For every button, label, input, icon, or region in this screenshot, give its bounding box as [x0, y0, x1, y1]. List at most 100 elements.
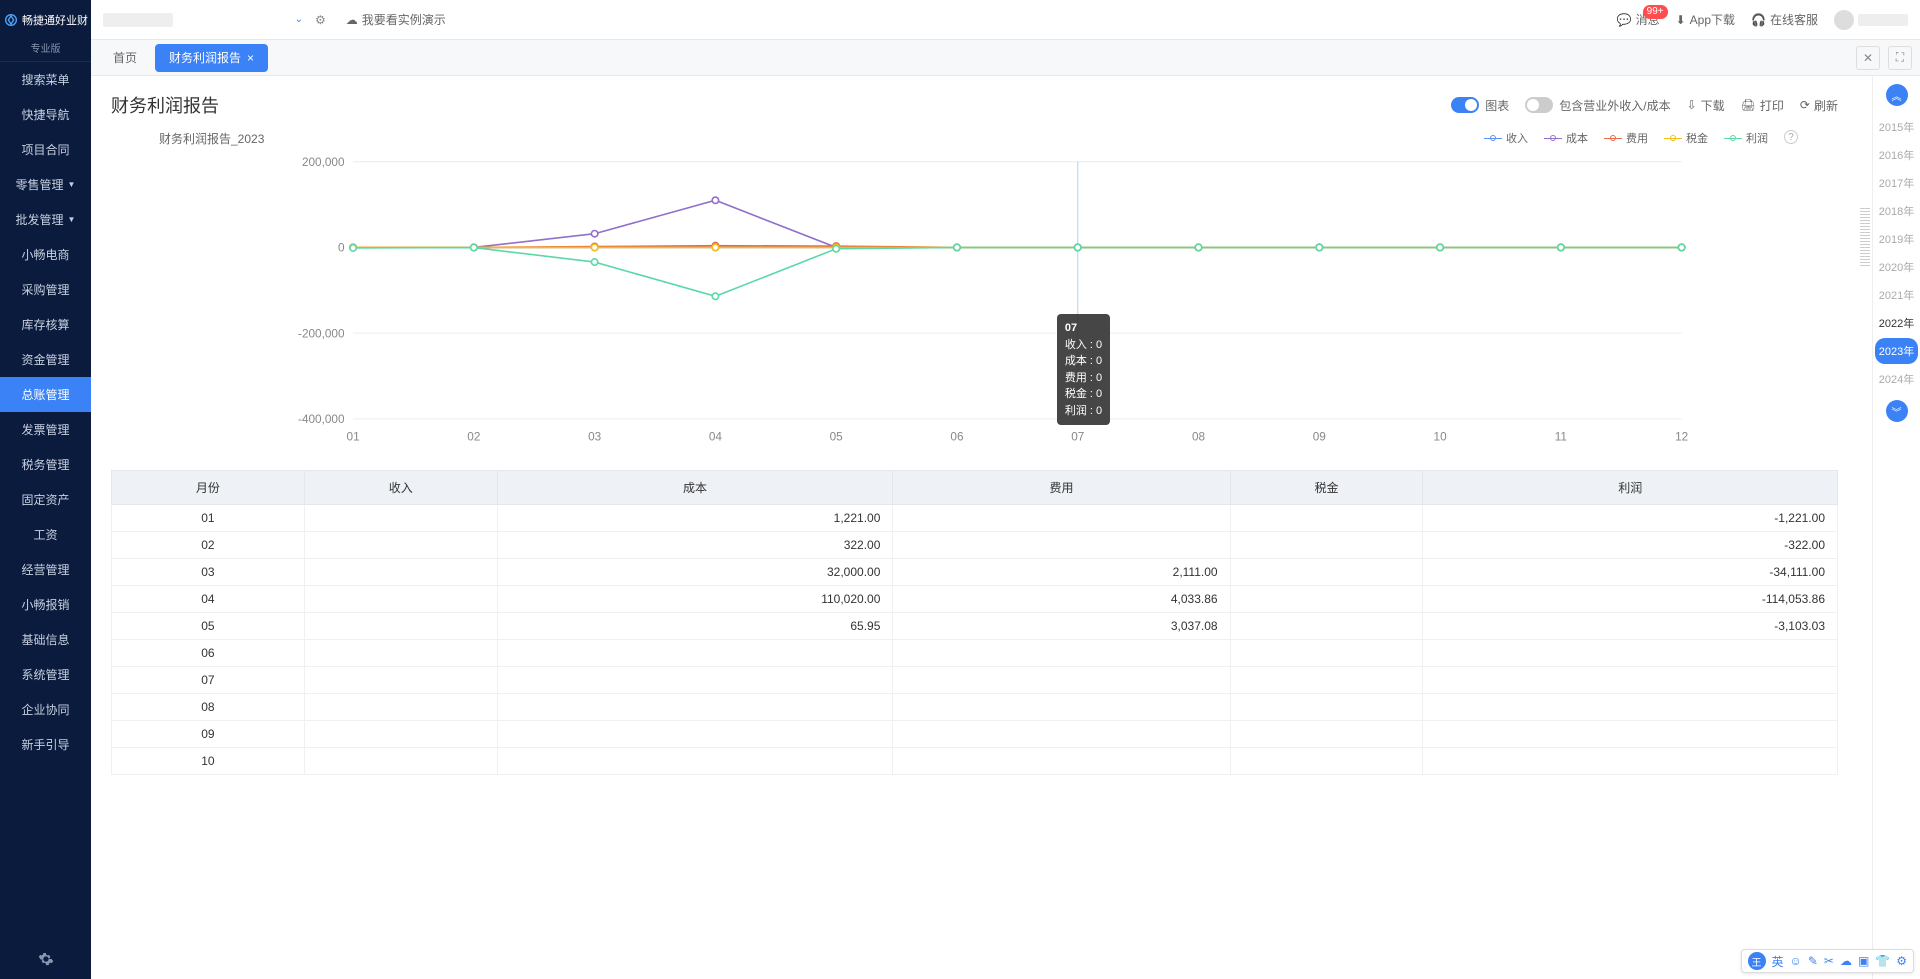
sidebar-item-10[interactable]: 发票管理 [0, 412, 91, 447]
download-button[interactable]: ⬇ App下载 [1676, 11, 1735, 28]
sidebar-item-7[interactable]: 库存核算 [0, 307, 91, 342]
svg-text:06: 06 [950, 430, 964, 443]
sidebar-item-17[interactable]: 系统管理 [0, 657, 91, 692]
org-selector[interactable]: ⌄ [103, 13, 303, 27]
table-row[interactable]: 06 [112, 640, 1838, 667]
table-row[interactable]: 0332,000.002,111.00-34,111.00 [112, 559, 1838, 586]
legend-item[interactable]: 收入 [1484, 130, 1528, 146]
year-item[interactable]: 2017年 [1875, 170, 1918, 196]
svg-text:01: 01 [347, 430, 360, 443]
sidebar-item-3[interactable]: 零售管理▼ [0, 167, 91, 202]
fullscreen-button[interactable]: ⛶ [1888, 46, 1912, 70]
legend-item[interactable]: 税金 [1664, 130, 1708, 146]
topbar: ⌄ ⚙ ☁ 我要看实例演示 💬 消息 99+ ⬇ App下载 🎧 [91, 0, 1920, 40]
include-toggle[interactable]: 包含营业外收入/成本 [1525, 97, 1670, 114]
include-toggle-label: 包含营业外收入/成本 [1559, 97, 1670, 114]
ime-settings-icon[interactable]: ⚙ [1896, 954, 1907, 968]
table-row[interactable]: 02322.00-322.00 [112, 532, 1838, 559]
download-action[interactable]: ⇩下载 [1687, 97, 1725, 114]
sidebar-item-9[interactable]: 总账管理 [0, 377, 91, 412]
ime-toolbar[interactable]: 王 英 ☺ ✎ ✂ ☁ ▣ 👕 ⚙ [1741, 949, 1914, 973]
svg-text:0: 0 [338, 242, 345, 255]
year-item[interactable]: 2024年 [1875, 366, 1918, 392]
edition-tag: 专业版 [0, 40, 91, 62]
chart-tooltip: 07收入 : 0成本 : 0费用 : 0税金 : 0利润 : 0 [1057, 314, 1110, 425]
table-row[interactable]: 07 [112, 667, 1838, 694]
tab-1[interactable]: 财务利润报告× [155, 44, 268, 72]
demo-link[interactable]: ☁ 我要看实例演示 [346, 11, 446, 28]
sidebar-item-16[interactable]: 基础信息 [0, 622, 91, 657]
year-item[interactable]: 2022年 [1875, 310, 1918, 336]
drag-handle[interactable] [1860, 206, 1870, 266]
ime-lang[interactable]: 英 [1772, 953, 1784, 970]
message-icon: 💬 [1617, 13, 1632, 27]
ime-scissors-icon[interactable]: ✂ [1824, 954, 1834, 968]
sidebar-item-19[interactable]: 新手引导 [0, 727, 91, 762]
table-row[interactable]: 10 [112, 748, 1838, 775]
sidebar-item-2[interactable]: 项目合同 [0, 132, 91, 167]
sidebar-item-12[interactable]: 固定资产 [0, 482, 91, 517]
sidebar-item-13[interactable]: 工资 [0, 517, 91, 552]
close-tabs-button[interactable]: ✕ [1856, 46, 1880, 70]
year-scroll-up[interactable]: ︽ [1886, 84, 1908, 106]
legend-item[interactable]: 费用 [1604, 130, 1648, 146]
table-row[interactable]: 04110,020.004,033.86-114,053.86 [112, 586, 1838, 613]
svg-text:03: 03 [588, 430, 602, 443]
svg-text:11: 11 [1555, 430, 1567, 443]
table-row[interactable]: 011,221.00-1,221.00 [112, 505, 1838, 532]
cloud-icon: ☁ [346, 13, 358, 27]
brand-name: 畅捷通好业财 [22, 12, 88, 28]
table-row[interactable]: 0565.953,037.08-3,103.03 [112, 613, 1838, 640]
sidebar-item-4[interactable]: 批发管理▼ [0, 202, 91, 237]
avatar [1834, 10, 1854, 30]
year-item[interactable]: 2015年 [1875, 114, 1918, 140]
legend-item[interactable]: 成本 [1544, 130, 1588, 146]
legend-item[interactable]: 利润 [1724, 130, 1768, 146]
sidebar-item-14[interactable]: 经营管理 [0, 552, 91, 587]
table-header: 月份 [112, 471, 305, 505]
gear-icon[interactable]: ⚙ [315, 13, 326, 27]
sidebar-item-6[interactable]: 采购管理 [0, 272, 91, 307]
download-label: App下载 [1690, 11, 1735, 28]
sidebar-item-5[interactable]: 小畅电商 [0, 237, 91, 272]
tab-close-icon[interactable]: × [247, 51, 254, 65]
print-action[interactable]: 🖨打印 [1741, 97, 1784, 114]
year-scroll-down[interactable]: ︾ [1886, 400, 1908, 422]
sidebar-item-8[interactable]: 资金管理 [0, 342, 91, 377]
settings-button[interactable] [0, 939, 91, 979]
user-menu[interactable] [1834, 10, 1908, 30]
table-row[interactable]: 08 [112, 694, 1838, 721]
table-header: 费用 [893, 471, 1230, 505]
table-row[interactable]: 09 [112, 721, 1838, 748]
ime-edit-icon[interactable]: ✎ [1808, 954, 1818, 968]
chart-svg[interactable]: -400,000-200,0000200,0000102030405060708… [111, 151, 1838, 451]
year-item[interactable]: 2016年 [1875, 142, 1918, 168]
ime-cloud-icon[interactable]: ☁ [1840, 954, 1852, 968]
year-item[interactable]: 2019年 [1875, 226, 1918, 252]
ime-face-icon[interactable]: ☺ [1790, 954, 1802, 968]
legend-help-icon[interactable]: ? [1784, 130, 1798, 144]
download-icon: ⇩ [1687, 98, 1697, 112]
sidebar-item-0[interactable]: 搜索菜单 [0, 62, 91, 97]
refresh-action[interactable]: ⟳刷新 [1800, 97, 1838, 114]
headset-icon: 🎧 [1751, 13, 1766, 27]
sidebar-item-18[interactable]: 企业协同 [0, 692, 91, 727]
year-item[interactable]: 2021年 [1875, 282, 1918, 308]
chart-toggle[interactable]: 图表 [1451, 97, 1509, 114]
sidebar-item-11[interactable]: 税务管理 [0, 447, 91, 482]
messages-button[interactable]: 💬 消息 99+ [1617, 11, 1660, 28]
sidebar-item-1[interactable]: 快捷导航 [0, 97, 91, 132]
svg-text:05: 05 [830, 430, 844, 443]
year-item[interactable]: 2020年 [1875, 254, 1918, 280]
ime-image-icon[interactable]: ▣ [1858, 954, 1869, 968]
ime-shirt-icon[interactable]: 👕 [1875, 954, 1890, 968]
year-item[interactable]: 2018年 [1875, 198, 1918, 224]
tab-0[interactable]: 首页 [99, 44, 151, 72]
chart-switch[interactable] [1451, 97, 1479, 113]
sidebar-item-15[interactable]: 小畅报销 [0, 587, 91, 622]
include-switch[interactable] [1525, 97, 1553, 113]
service-button[interactable]: 🎧 在线客服 [1751, 11, 1818, 28]
page-title: 财务利润报告 [111, 92, 219, 118]
year-item[interactable]: 2023年 [1875, 338, 1918, 364]
print-icon: 🖨 [1741, 98, 1756, 112]
